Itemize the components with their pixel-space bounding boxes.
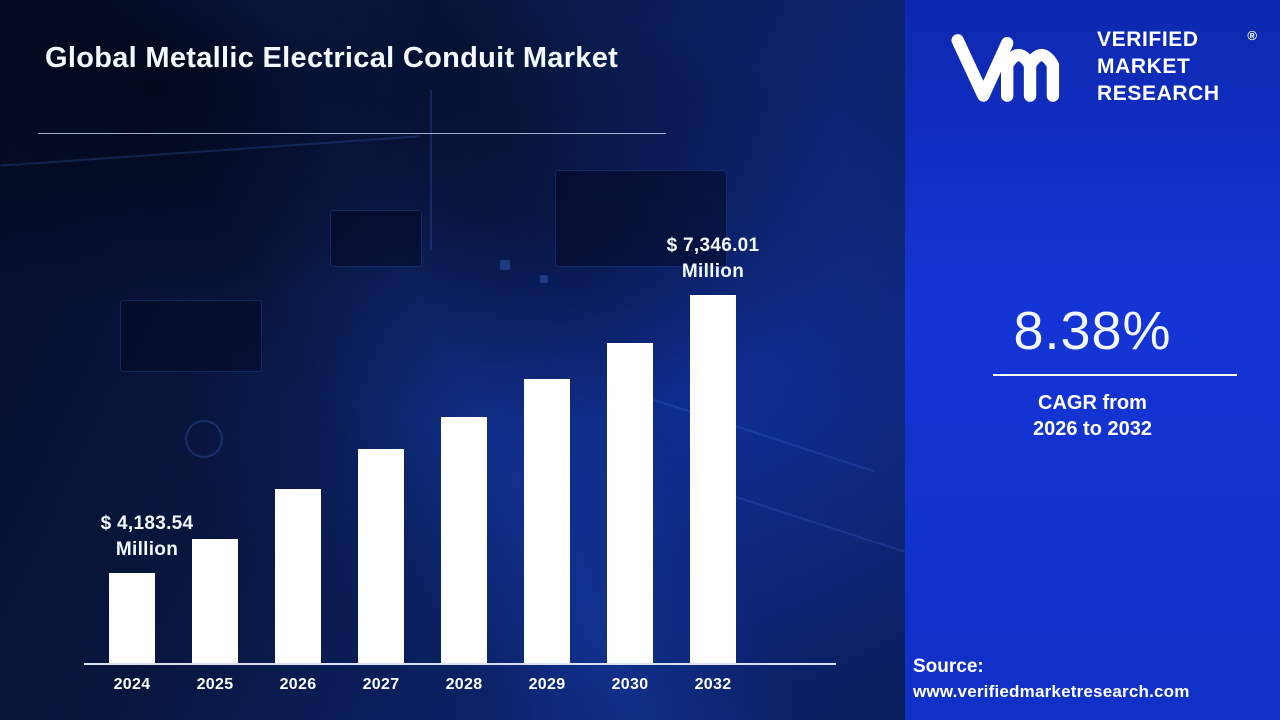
bar-chart: $ 4,183.54 Million $ 7,346.01 Million 20… [52, 233, 836, 693]
brand-logo: VERIFIED MARKET RESEARCH ® [941, 26, 1261, 107]
first-bar-value-label: $ 4,183.54 Million [52, 511, 242, 563]
x-tick-label-2028: 2028 [445, 676, 483, 693]
x-tick-label-2032: 2032 [694, 676, 732, 693]
unit-line: Million [115, 539, 179, 560]
bar-2030 [607, 343, 653, 663]
cagr-underline [993, 374, 1237, 376]
bar-2024 [109, 573, 155, 663]
brand-line: RESEARCH [1097, 82, 1220, 105]
cagr-label-line: CAGR from [1038, 392, 1147, 414]
bar-2028 [441, 417, 487, 663]
cagr-label: CAGR from 2026 to 2032 [905, 390, 1280, 442]
x-tick-label-2025: 2025 [196, 676, 234, 693]
unit-line: Million [681, 261, 745, 282]
vm-monogram-icon [951, 33, 1060, 102]
title-underline [38, 133, 666, 134]
x-tick-label-2029: 2029 [528, 676, 566, 693]
bar-2026 [275, 489, 321, 663]
page-title: Global Metallic Electrical Conduit Marke… [45, 42, 619, 74]
source-label: Source: [913, 656, 984, 677]
brand-line: VERIFIED [1097, 28, 1199, 51]
x-tick-label-2030: 2030 [611, 676, 649, 693]
cagr-label-line: 2026 to 2032 [1033, 418, 1152, 440]
bar-2029 [524, 379, 570, 663]
source-url: www.verifiedmarketresearch.com [913, 682, 1190, 701]
registered-mark: ® [1247, 28, 1257, 43]
bar-2027 [358, 449, 404, 663]
x-tick-label-2024: 2024 [113, 676, 151, 693]
last-bar-value-label: $ 7,346.01 Million [618, 233, 808, 285]
cagr-value: 8.38% [1013, 301, 1172, 361]
value-line: $ 7,346.01 [666, 235, 760, 256]
value-line: $ 4,183.54 [100, 513, 194, 534]
x-tick-label-2027: 2027 [362, 676, 400, 693]
info-panel: VERIFIED MARKET RESEARCH ® 8.38% CAGR fr… [905, 0, 1280, 720]
x-tick-label-2026: 2026 [279, 676, 317, 693]
bar-2032 [690, 295, 736, 663]
brand-line: MARKET [1097, 55, 1191, 78]
bar-2025 [192, 539, 238, 663]
x-axis-baseline [84, 663, 836, 665]
source-block: Source: www.verifiedmarketresearch.com [913, 654, 1275, 704]
brand-name: VERIFIED MARKET RESEARCH [1097, 26, 1220, 107]
